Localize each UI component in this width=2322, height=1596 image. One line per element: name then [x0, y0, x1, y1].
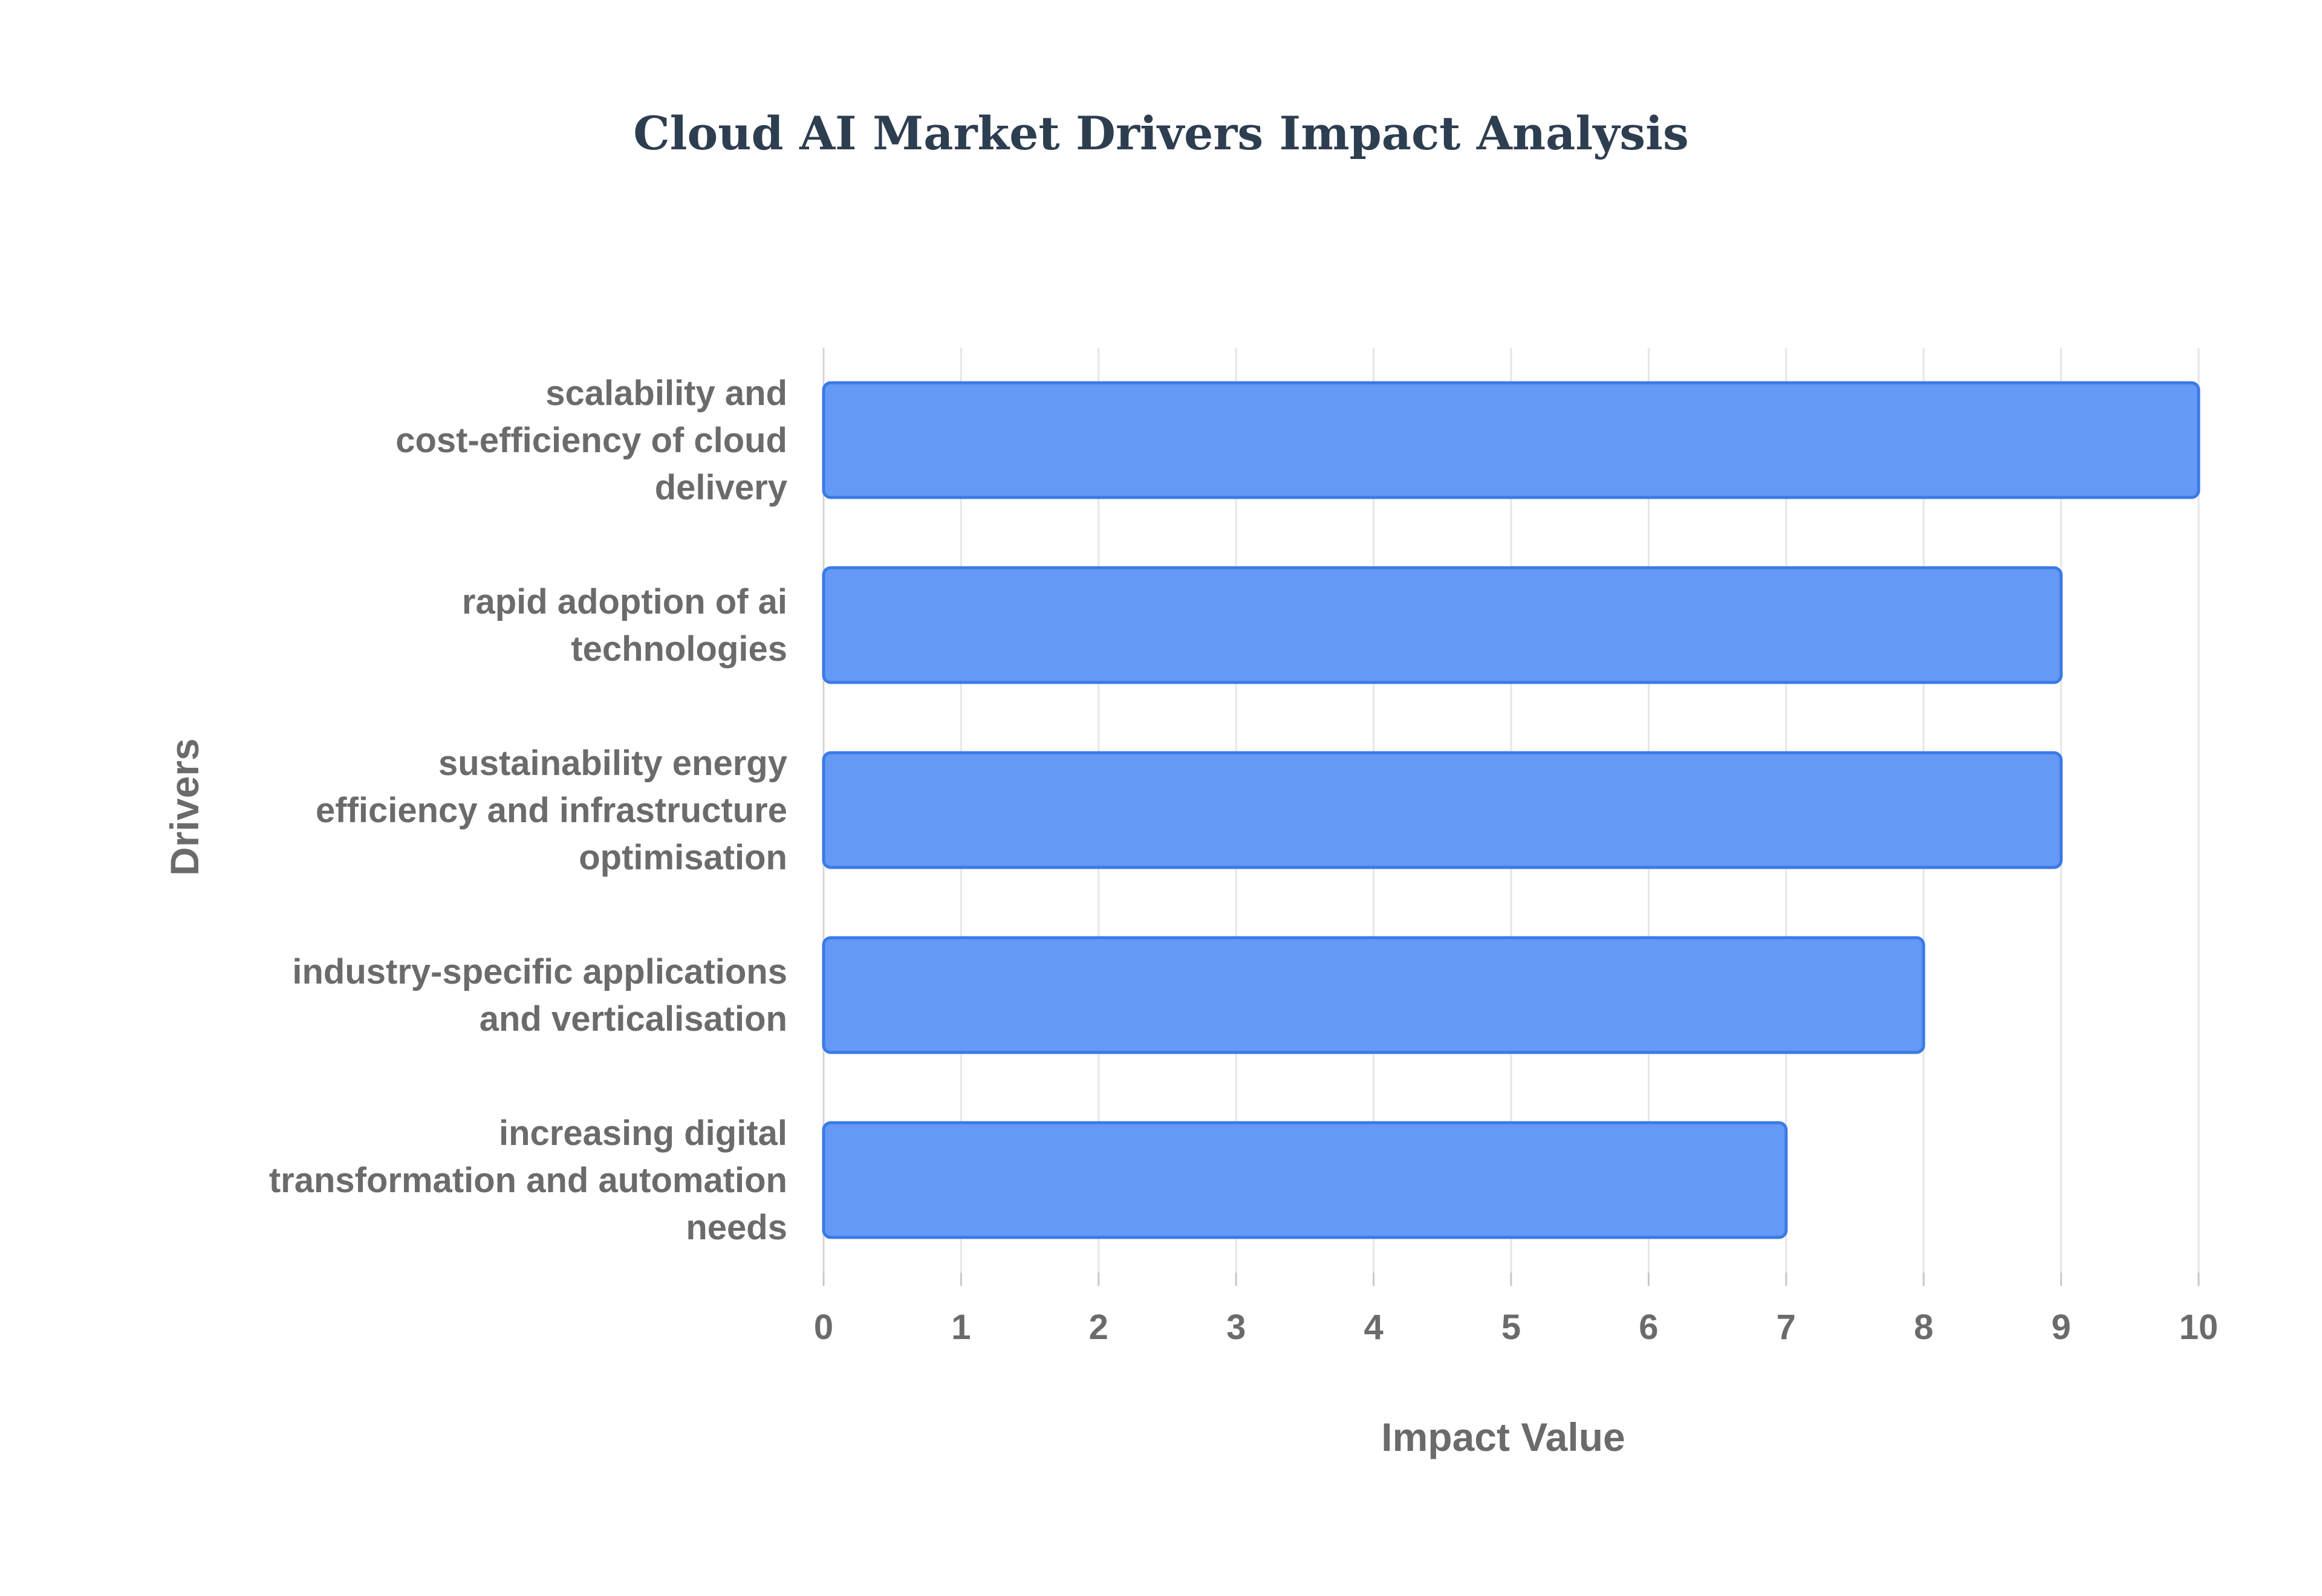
y-tick-label-line: delivery: [655, 468, 787, 507]
x-tick-label: 1: [951, 1308, 971, 1347]
x-tick-label: 0: [814, 1308, 833, 1347]
y-tick-label-line: efficiency and infrastructure: [316, 791, 787, 830]
x-tick-label: 3: [1226, 1308, 1246, 1347]
y-tick-label-line: increasing digital: [499, 1114, 787, 1153]
y-tick-label-line: and verticalisation: [480, 999, 787, 1039]
x-axis-tick-labels: 0 1 2 3 4 5 6 7 8 9 10: [814, 1308, 2218, 1347]
y-tick-label-line: needs: [686, 1208, 787, 1247]
x-axis-title: Impact Value: [1381, 1415, 1625, 1459]
y-tick-label-line: transformation and automation: [269, 1161, 787, 1200]
x-tick-label: 10: [2179, 1308, 2219, 1347]
bar: [822, 936, 1925, 1054]
x-tick-label: 4: [1364, 1308, 1383, 1347]
y-tick-label-line: sustainability energy: [438, 744, 787, 783]
x-tick-label: 2: [1089, 1308, 1108, 1347]
x-tick-label: 5: [1501, 1308, 1521, 1347]
y-axis-title: Drivers: [162, 738, 207, 876]
y-tick-label: rapid adoption of ai technologies: [462, 582, 787, 669]
x-tick-label: 8: [1914, 1308, 1933, 1347]
bar: [822, 381, 2200, 499]
chart-title: Cloud AI Market Drivers Impact Analysis: [633, 106, 1689, 160]
x-tick-label: 6: [1639, 1308, 1658, 1347]
bar: [822, 751, 2063, 869]
y-tick-label-line: technologies: [571, 629, 787, 669]
x-tick-label: 9: [2051, 1308, 2070, 1347]
y-tick-label: scalability and cost-efficiency of cloud d…: [395, 374, 787, 507]
y-tick-label-line: industry-specific applications: [292, 952, 787, 991]
y-tick-label: increasing digital transformation and aut…: [269, 1114, 787, 1247]
bars: [822, 381, 2200, 1239]
y-tick-label-line: scalability and: [545, 374, 787, 413]
y-tick-label: sustainability energy efficiency and infr…: [316, 744, 787, 877]
bar: [822, 566, 2063, 684]
y-tick-label-line: cost-efficiency of cloud: [395, 421, 787, 460]
x-tick-label: 7: [1777, 1308, 1796, 1347]
y-axis-tick-labels: scalability and cost-efficiency of cloud d…: [269, 374, 787, 1247]
bar: [822, 1121, 1788, 1239]
y-tick-label-line: rapid adoption of ai: [462, 582, 787, 621]
y-tick-label: industry-specific applications and vertic…: [292, 952, 787, 1039]
y-tick-label-line: optimisation: [579, 838, 787, 877]
